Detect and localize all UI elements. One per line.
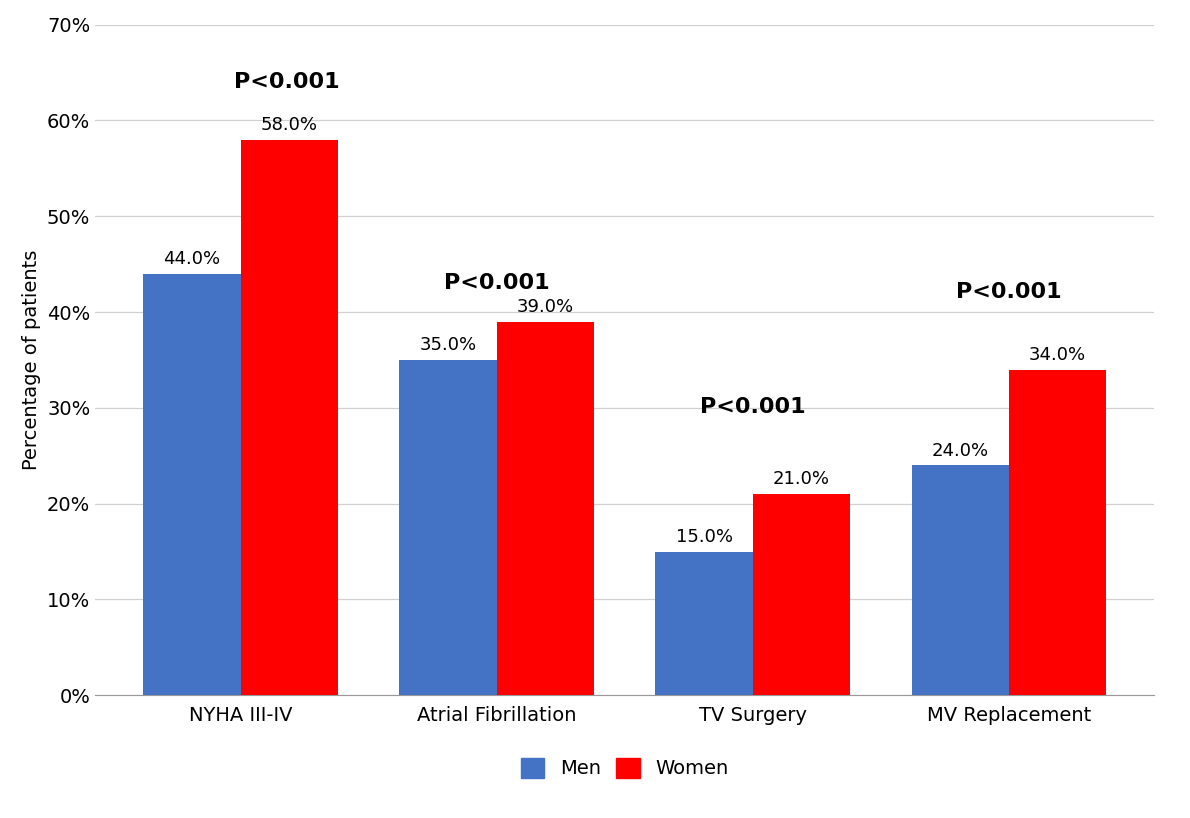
Text: 21.0%: 21.0% [774,470,829,488]
Legend: Men, Women: Men, Women [513,750,737,786]
Text: 58.0%: 58.0% [261,116,318,134]
Text: 24.0%: 24.0% [932,442,989,460]
Bar [1009,370,1107,695]
Bar [240,140,338,695]
Bar [656,551,753,695]
Y-axis label: Percentage of patients: Percentage of patients [23,249,42,470]
Text: 15.0%: 15.0% [676,528,733,546]
Bar [143,274,240,695]
Bar [400,360,496,695]
Text: 39.0%: 39.0% [516,298,574,316]
Text: P<0.001: P<0.001 [234,72,339,92]
Bar [496,321,594,695]
Bar [753,494,850,695]
Bar [912,465,1009,695]
Text: 35.0%: 35.0% [420,336,477,354]
Text: 34.0%: 34.0% [1029,346,1086,364]
Text: P<0.001: P<0.001 [444,273,550,293]
Text: P<0.001: P<0.001 [700,398,806,417]
Text: P<0.001: P<0.001 [956,282,1061,303]
Text: 44.0%: 44.0% [163,250,220,268]
